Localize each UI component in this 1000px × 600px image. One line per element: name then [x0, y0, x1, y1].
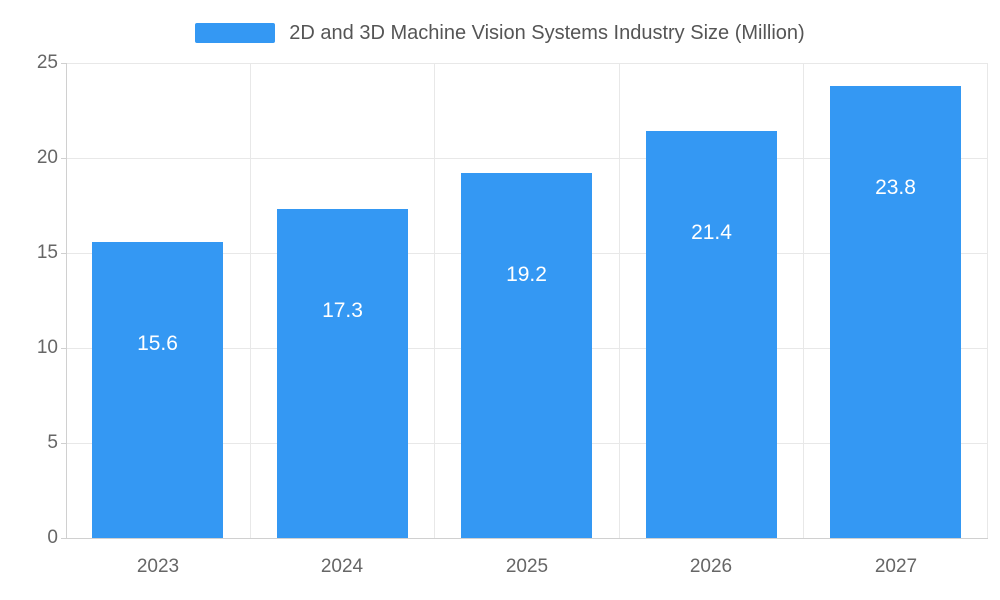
bar-value-label: 15.6 [137, 331, 178, 355]
y-tick-mark [61, 158, 66, 159]
bar-2027[interactable]: 23.8 [830, 85, 961, 538]
gridline-horizontal [66, 158, 988, 159]
gridline-vertical [619, 63, 620, 538]
bar-value-label: 17.3 [322, 299, 363, 323]
chart-legend: 2D and 3D Machine Vision Systems Industr… [0, 16, 1000, 50]
bar-2025[interactable]: 19.2 [461, 173, 592, 538]
y-tick-label: 15 [36, 242, 58, 263]
legend-color-swatch [195, 23, 276, 43]
bar-value-label: 21.4 [691, 221, 732, 245]
y-tick-label: 25 [36, 52, 58, 73]
y-tick-label: 20 [36, 147, 58, 168]
bar-2024[interactable]: 17.3 [277, 209, 408, 538]
gridline-vertical [434, 63, 435, 538]
x-tick-label-2023: 2023 [136, 556, 180, 577]
y-tick-mark [61, 443, 66, 444]
y-tick-label: 5 [47, 432, 58, 453]
x-tick-label-2025: 2025 [505, 556, 549, 577]
legend-label: 2D and 3D Machine Vision Systems Industr… [289, 21, 805, 44]
plot-area: 15.6 17.3 19.2 21.4 23.8 [66, 63, 988, 538]
y-tick-mark [61, 253, 66, 254]
gridline-vertical [250, 63, 251, 538]
plot-right-border [987, 63, 988, 538]
bar-2023[interactable]: 15.6 [92, 241, 223, 538]
gridline-vertical [803, 63, 804, 538]
y-tick-mark [61, 63, 66, 64]
bar-value-label: 19.2 [506, 263, 547, 287]
x-axis-line [66, 538, 988, 539]
y-tick-label: 10 [36, 337, 58, 358]
bar-2026[interactable]: 21.4 [646, 131, 777, 538]
y-tick-mark [61, 538, 66, 539]
y-tick-mark [61, 348, 66, 349]
gridline-horizontal [66, 63, 988, 64]
x-tick-label-2026: 2026 [689, 556, 733, 577]
y-tick-label: 0 [47, 527, 58, 548]
x-tick-label-2027: 2027 [874, 556, 918, 577]
bar-value-label: 23.8 [875, 175, 916, 199]
y-axis-line [66, 63, 67, 539]
x-tick-label-2024: 2024 [320, 556, 364, 577]
y-axis-tick-labels: 0 5 10 15 20 25 [0, 0, 58, 600]
